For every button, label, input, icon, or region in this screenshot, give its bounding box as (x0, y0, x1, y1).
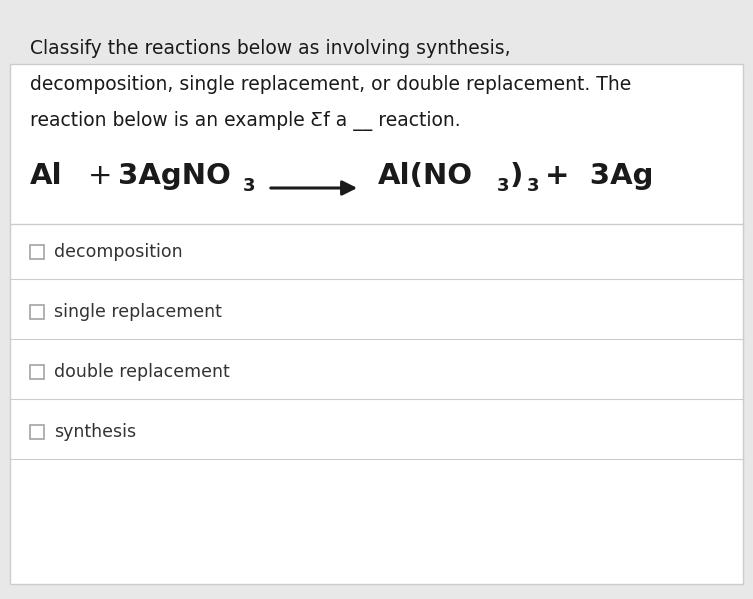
Text: 3AgNO: 3AgNO (118, 162, 231, 190)
Bar (30, 425, 44, 439)
Text: Al(NO: Al(NO (378, 162, 473, 190)
Bar (30, 305, 44, 319)
Text: decomposition: decomposition (54, 243, 183, 261)
Bar (10, 64, 743, 584)
Bar (30, 245, 44, 259)
Text: Al: Al (30, 162, 62, 190)
Text: reaction below is an example Ƹf a __ reaction.: reaction below is an example Ƹf a __ rea… (30, 111, 461, 131)
Text: ): ) (510, 162, 523, 190)
Text: synthesis: synthesis (54, 423, 136, 441)
Text: +  3Ag: + 3Ag (545, 162, 654, 190)
Bar (30, 365, 44, 379)
Text: +: + (88, 162, 112, 190)
Text: Classify the reactions below as involving synthesis,: Classify the reactions below as involvin… (30, 39, 511, 58)
Text: decomposition, single replacement, or double replacement. The: decomposition, single replacement, or do… (30, 75, 631, 94)
Text: 3: 3 (243, 177, 255, 195)
Text: 3: 3 (497, 177, 510, 195)
Text: double replacement: double replacement (54, 363, 230, 381)
Text: 3: 3 (527, 177, 539, 195)
Text: single replacement: single replacement (54, 303, 222, 321)
